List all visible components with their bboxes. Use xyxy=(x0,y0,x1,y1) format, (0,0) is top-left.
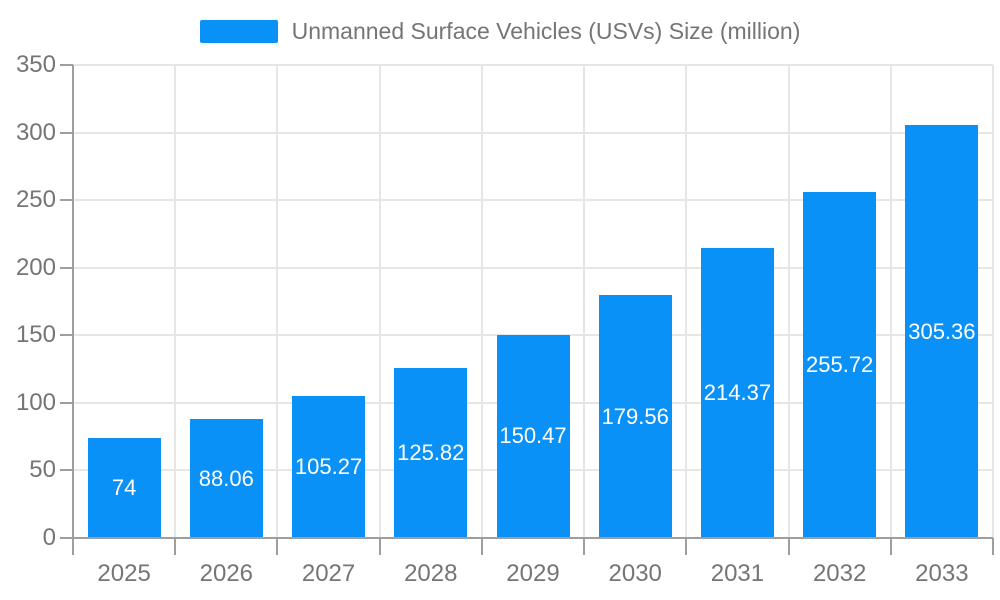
x-axis-tick xyxy=(787,538,790,555)
x-tick-label: 2025 xyxy=(97,560,151,587)
gridline-horizontal xyxy=(73,266,993,269)
y-tick-label: 100 xyxy=(15,388,56,416)
y-axis-tick xyxy=(60,401,73,404)
bar-value-label: 214.37 xyxy=(703,380,772,406)
bar-value-label: 88.06 xyxy=(198,465,254,491)
bar[interactable]: 125.82 xyxy=(394,367,468,538)
bar-value-label: 74 xyxy=(111,475,137,500)
y-axis-tick xyxy=(60,537,73,539)
y-tick-label: 50 xyxy=(29,456,56,484)
bar-value-label: 305.36 xyxy=(908,318,976,344)
x-axis-tick xyxy=(583,538,586,555)
bar-value-label: 125.82 xyxy=(397,439,465,465)
bar-value-label: 255.72 xyxy=(806,352,874,378)
y-axis-tick xyxy=(60,266,73,269)
x-axis-tick xyxy=(72,538,74,555)
x-axis-tick xyxy=(480,538,483,555)
gridline-vertical xyxy=(992,65,994,538)
x-tick-label: 2027 xyxy=(301,560,356,587)
x-axis-tick xyxy=(992,538,994,555)
y-tick-label: 150 xyxy=(15,321,56,349)
x-tick-label: 2026 xyxy=(199,560,254,587)
x-tick-label: 2029 xyxy=(506,560,560,587)
gridline-horizontal xyxy=(73,131,993,134)
bar-value-label: 105.27 xyxy=(294,453,363,479)
x-axis-tick xyxy=(174,538,177,555)
legend[interactable]: Unmanned Surface Vehicles (USVs) Size (m… xyxy=(0,18,1000,45)
bar[interactable]: 105.27 xyxy=(292,395,366,538)
x-axis-tick xyxy=(685,538,688,555)
y-axis-line xyxy=(72,65,74,555)
x-tick-label: 2033 xyxy=(915,560,969,587)
gridline-vertical xyxy=(378,65,381,538)
bar-value-label: 179.56 xyxy=(601,403,669,429)
bar[interactable]: 305.36 xyxy=(905,125,979,538)
y-axis-tick xyxy=(60,334,73,337)
y-tick-label: 0 xyxy=(42,524,56,551)
y-axis-tick xyxy=(60,199,73,202)
bar[interactable]: 150.47 xyxy=(496,334,570,538)
bar-value-label: 150.47 xyxy=(499,423,567,449)
x-tick-label: 2032 xyxy=(812,560,867,587)
x-axis-tick xyxy=(889,538,892,555)
plot-area: 74 88.06 105.27 125.82 150.47 179.56 214.37 255… xyxy=(16,51,994,587)
gridline-horizontal xyxy=(73,64,993,66)
gridline-vertical xyxy=(685,65,688,538)
gridline-vertical xyxy=(480,65,483,538)
legend-label: Unmanned Surface Vehicles (USVs) Size (m… xyxy=(291,18,801,44)
y-axis-tick xyxy=(60,64,73,66)
gridline-vertical xyxy=(276,65,279,538)
x-tick-label: 2031 xyxy=(710,560,765,587)
gridline-horizontal xyxy=(73,199,993,202)
gridline-vertical xyxy=(583,65,586,538)
x-tick-label: 2030 xyxy=(608,560,662,587)
y-tick-label: 350 xyxy=(15,51,56,78)
bar[interactable]: 74 xyxy=(87,438,161,538)
gridline-vertical xyxy=(174,65,177,538)
y-axis-tick xyxy=(60,469,73,472)
bar[interactable]: 88.06 xyxy=(189,419,263,538)
x-axis-tick xyxy=(276,538,279,555)
y-tick-label: 300 xyxy=(15,118,56,146)
legend-swatch-icon xyxy=(199,20,278,43)
y-axis-tick xyxy=(60,131,73,134)
gridline-vertical xyxy=(889,65,892,538)
x-axis-tick xyxy=(378,538,381,555)
bar[interactable]: 214.37 xyxy=(700,248,774,538)
x-tick-label: 2028 xyxy=(404,560,458,587)
x-axis-line xyxy=(73,537,993,539)
y-tick-label: 200 xyxy=(15,253,56,281)
bar[interactable]: 179.56 xyxy=(598,295,672,538)
y-tick-label: 250 xyxy=(15,186,56,214)
gridline-vertical xyxy=(787,65,790,538)
bar[interactable]: 255.72 xyxy=(803,192,877,538)
